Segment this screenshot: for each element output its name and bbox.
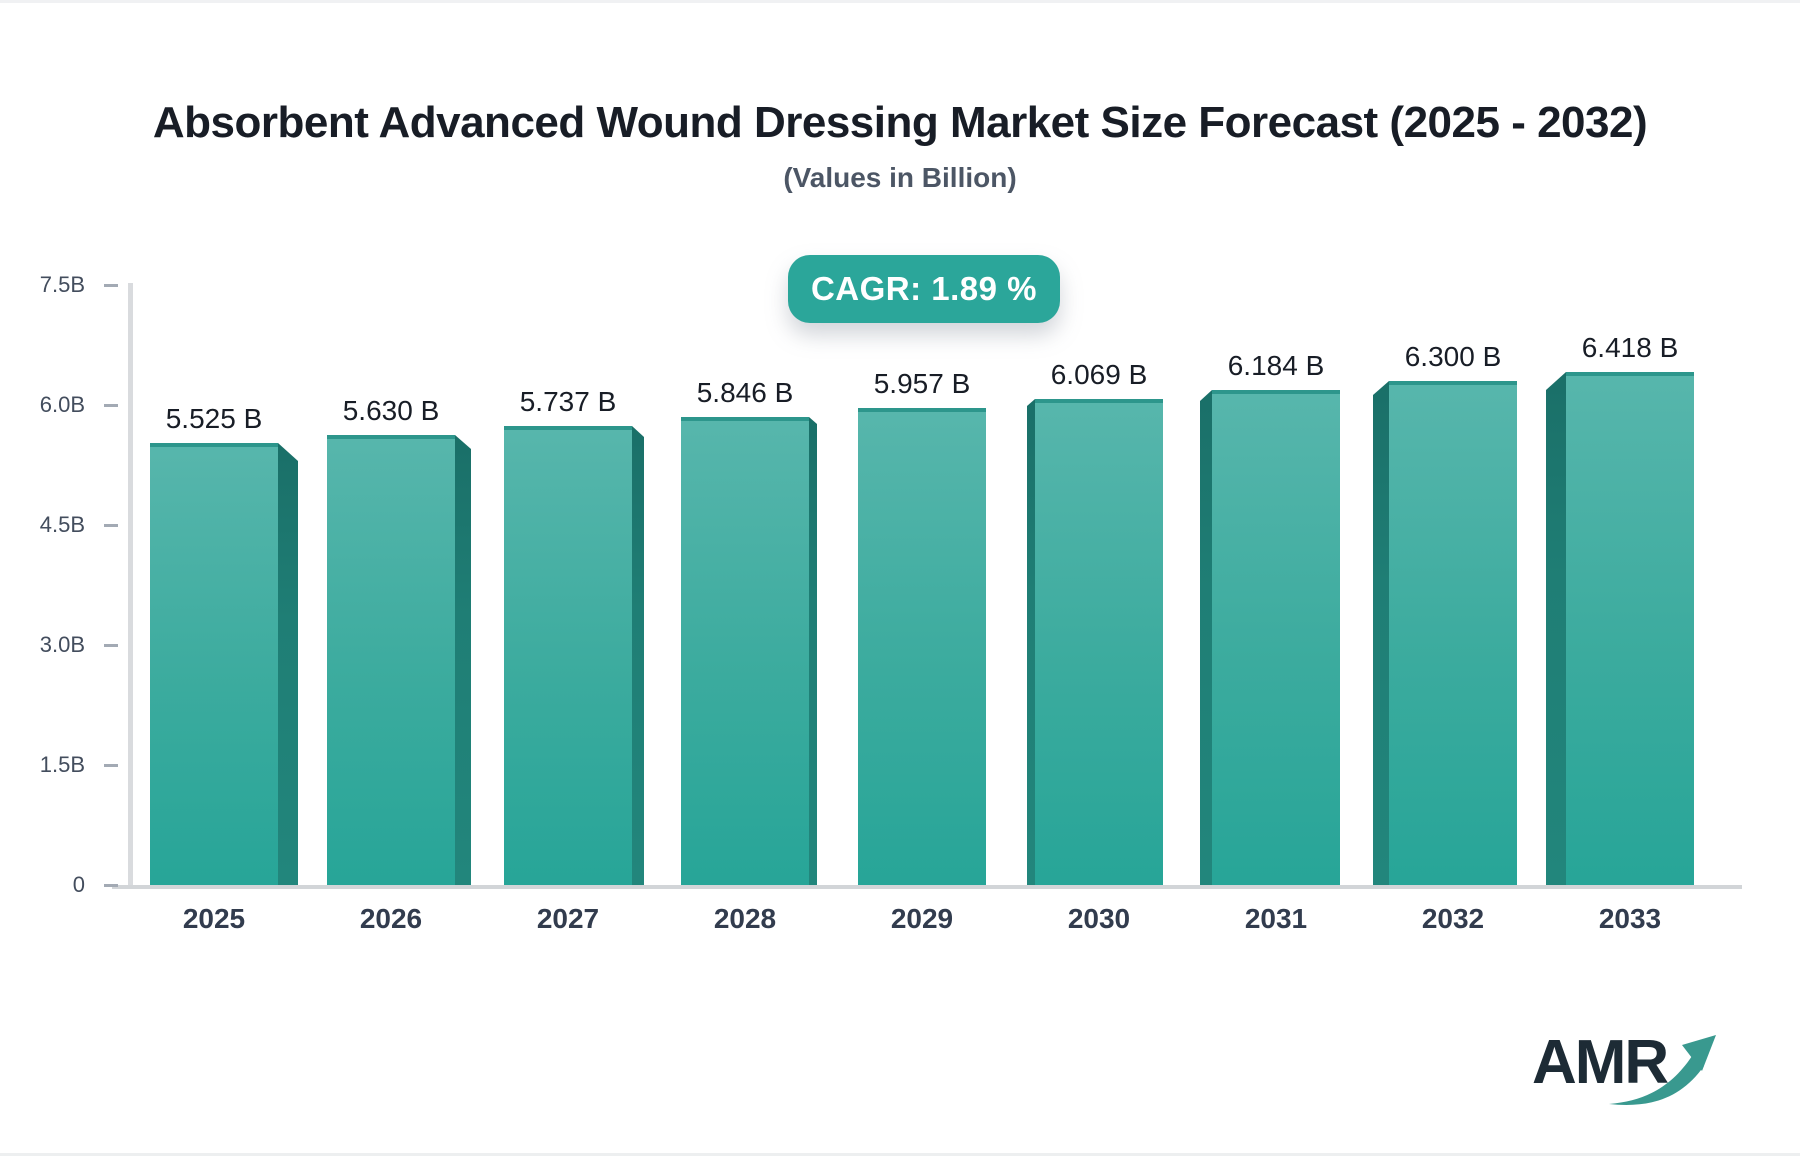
y-axis-tick (104, 524, 118, 527)
bar-side-face (455, 435, 471, 885)
amr-logo-text: AMR (1532, 1028, 1669, 1097)
bar-2029[interactable] (858, 408, 986, 885)
y-axis-tick (104, 884, 118, 887)
bar-value-label: 6.418 B (1581, 332, 1679, 363)
x-axis-label-2032: 2032 (1421, 903, 1485, 934)
amr-logo[interactable]: AMR (1532, 1030, 1742, 1114)
y-axis-tick (104, 644, 118, 647)
bar-value-label: 6.300 B (1404, 341, 1502, 372)
bar-value-label: 6.069 B (1050, 359, 1148, 390)
bar-front-face (1389, 381, 1517, 885)
bar-side-face (1373, 381, 1389, 885)
bar-front-face (681, 417, 809, 885)
bar-value-label: 5.737 B (519, 386, 617, 417)
x-axis-label-2026: 2026 (359, 903, 423, 934)
x-axis-label-2033: 2033 (1598, 903, 1662, 934)
bar-front-face (858, 408, 986, 885)
cagr-badge-label: CAGR: 1.89 % (810, 270, 1038, 307)
y-axis-label: 4.5B (39, 512, 85, 537)
x-axis-label-2027: 2027 (536, 903, 600, 934)
y-axis-label: 1.5B (39, 752, 85, 777)
bar-front-face (504, 426, 632, 885)
bar-2032[interactable] (1373, 381, 1517, 885)
chart-title: Absorbent Advanced Wound Dressing Market… (152, 98, 1648, 147)
bar-front-face (1212, 390, 1340, 885)
x-axis-label-2031: 2031 (1244, 903, 1308, 934)
bar-side-face (1027, 399, 1035, 885)
y-axis-tick (104, 764, 118, 767)
y-axis-tick (104, 404, 118, 407)
bar-2030[interactable] (1027, 399, 1163, 885)
y-axis-line (128, 283, 133, 889)
bar-value-label: 5.957 B (873, 368, 971, 399)
bar-2028[interactable] (681, 417, 817, 885)
bar-2027[interactable] (504, 426, 644, 885)
page-top-border (0, 0, 1800, 3)
x-axis-label-2025: 2025 (182, 903, 246, 934)
bar-value-label: 5.525 B (165, 403, 263, 434)
bar-value-label: 6.184 B (1227, 350, 1325, 381)
growth-arrow-icon (1609, 1035, 1716, 1105)
y-axis-label: 6.0B (39, 392, 85, 417)
bar-2033[interactable] (1546, 372, 1694, 885)
bar-front-face (327, 435, 455, 885)
x-axis-label-2029: 2029 (890, 903, 954, 934)
y-axis-tick (104, 284, 118, 287)
bar-side-face (1200, 390, 1212, 885)
cagr-badge: CAGR: 1.89 % (788, 255, 1060, 323)
y-axis-label: 7.5B (39, 272, 85, 297)
bar-side-face (278, 443, 298, 885)
bar-front-face (1566, 372, 1694, 885)
y-axis-label: 0 (72, 872, 85, 897)
x-axis-line (112, 885, 1742, 889)
bar-value-label: 5.630 B (342, 395, 440, 426)
bar-value-label: 5.846 B (696, 377, 794, 408)
page-bottom-border (0, 1153, 1800, 1156)
x-axis-label-2030: 2030 (1067, 903, 1131, 934)
bar-front-face (150, 443, 278, 885)
chart-subtitle: (Values in Billion) (783, 162, 1017, 193)
bar-side-face (632, 426, 644, 885)
bar-side-face (1546, 372, 1566, 885)
bar-2025[interactable] (150, 443, 298, 885)
bar-2031[interactable] (1200, 390, 1340, 885)
bar-2026[interactable] (327, 435, 471, 885)
x-axis-label-2028: 2028 (713, 903, 777, 934)
bar-side-face (809, 417, 817, 885)
bar-front-face (1035, 399, 1163, 885)
y-axis-label: 3.0B (39, 632, 85, 657)
